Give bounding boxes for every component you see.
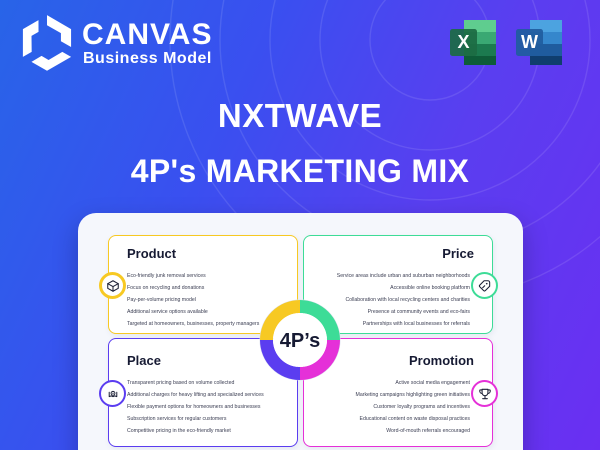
svg-text:W: W bbox=[521, 32, 538, 52]
svg-text:X: X bbox=[457, 32, 469, 52]
